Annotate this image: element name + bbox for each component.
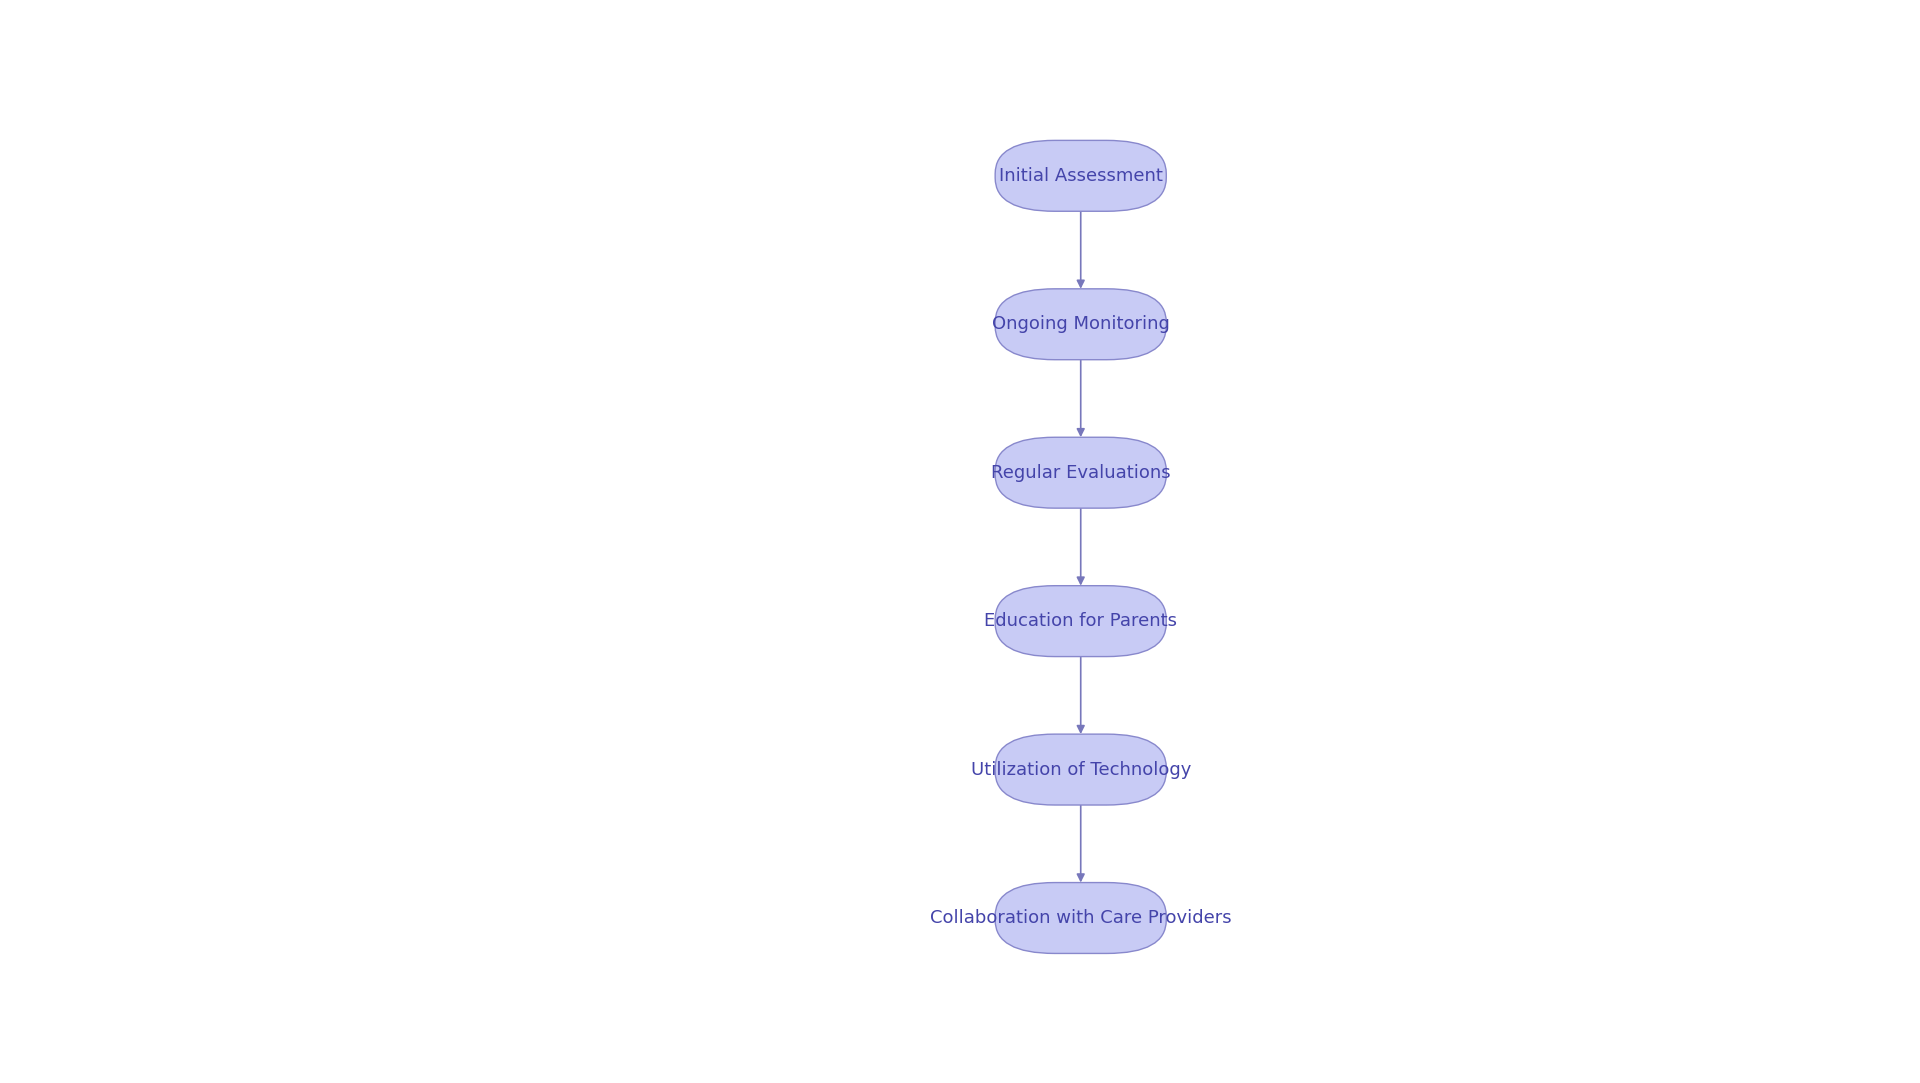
Text: Ongoing Monitoring: Ongoing Monitoring	[993, 315, 1169, 334]
FancyBboxPatch shape	[995, 883, 1165, 953]
FancyBboxPatch shape	[995, 734, 1165, 805]
Text: Regular Evaluations: Regular Evaluations	[991, 464, 1171, 482]
Text: Initial Assessment: Initial Assessment	[998, 167, 1164, 185]
Text: Education for Parents: Education for Parents	[985, 612, 1177, 630]
FancyBboxPatch shape	[995, 289, 1165, 360]
Text: Utilization of Technology: Utilization of Technology	[970, 760, 1190, 779]
Text: Collaboration with Care Providers: Collaboration with Care Providers	[929, 909, 1231, 927]
FancyBboxPatch shape	[995, 586, 1165, 656]
FancyBboxPatch shape	[995, 438, 1165, 508]
FancyBboxPatch shape	[995, 141, 1165, 211]
